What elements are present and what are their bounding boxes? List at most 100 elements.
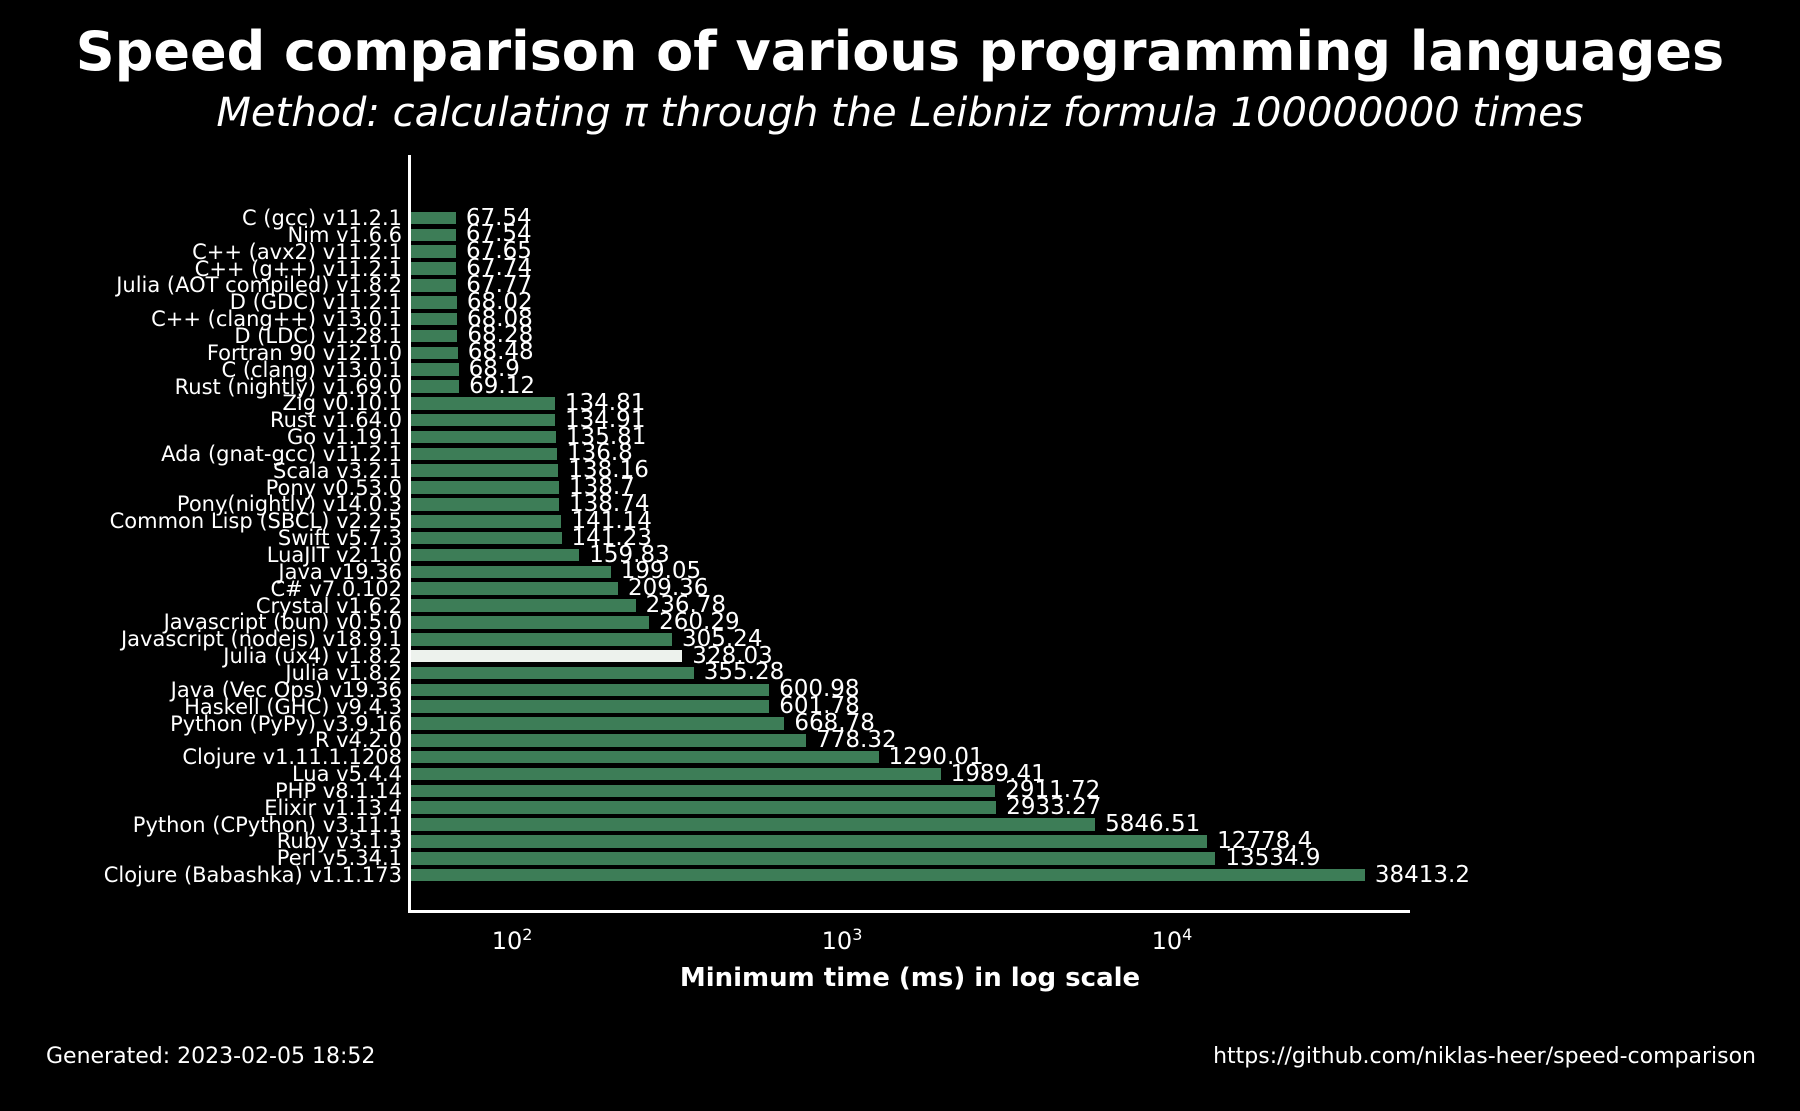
category-label: Elixir v1.13.4 (264, 795, 402, 820)
value-label: 134.81 (564, 389, 646, 416)
bar (411, 818, 1096, 831)
value-label: 305.24 (681, 625, 763, 652)
value-label: 138.7 (568, 474, 635, 501)
bar (411, 413, 555, 427)
bar (411, 498, 559, 511)
x-tick-label: 102 (491, 925, 533, 955)
x-axis-line (408, 910, 1410, 913)
category-label: Python (PyPy) v3.9.16 (170, 711, 402, 736)
category-label: Julia (AOT compiled) v1.8.2 (116, 273, 402, 298)
category-label: Common Lisp (SBCL) v2.2.5 (109, 509, 402, 534)
value-label: 134.91 (564, 406, 646, 433)
value-label: 141.14 (571, 507, 652, 534)
value-label: 135.81 (565, 423, 647, 450)
value-label: 159.83 (589, 541, 670, 568)
category-label: D (GDC) v11.2.1 (229, 290, 402, 315)
bar (411, 632, 672, 646)
bar (411, 363, 459, 376)
value-label: 12778.4 (1217, 827, 1313, 854)
bar (411, 565, 611, 579)
value-label: 67.65 (466, 238, 532, 265)
bar (411, 666, 694, 680)
category-label: Clojure v1.11.1.1208 (182, 745, 402, 770)
value-label: 68.48 (467, 339, 534, 366)
value-label: 67.54 (465, 204, 532, 231)
bar (411, 430, 556, 444)
category-label: D (LDC) v1.28.1 (234, 323, 402, 348)
bar (411, 784, 996, 798)
value-label: 236.78 (645, 592, 727, 619)
category-label: Go v1.19.1 (286, 425, 402, 450)
chart-title: Speed comparison of various programming … (75, 20, 1725, 83)
value-label: 355.28 (703, 659, 785, 686)
value-label: 141.23 (571, 524, 653, 551)
value-label: 209.36 (627, 575, 709, 602)
x-tick-label: 104 (1151, 925, 1193, 955)
bar (411, 683, 770, 697)
bar (411, 750, 879, 764)
value-label: 38413.2 (1374, 861, 1470, 888)
y-axis-line (408, 155, 411, 913)
value-label: 600.98 (779, 676, 860, 703)
bar (411, 548, 580, 562)
bar (411, 582, 618, 595)
bar (411, 262, 457, 275)
source-url: https://github.com/niklas-heer/speed-com… (1213, 1044, 1756, 1069)
generated-timestamp: Generated: 2023-02-05 18:52 (46, 1044, 376, 1069)
value-label: 68.9 (468, 356, 520, 383)
x-tick-label: 103 (821, 925, 863, 955)
value-label: 260.29 (659, 608, 740, 635)
category-label: Julia v1.8.2 (285, 660, 402, 685)
value-label: 199.05 (620, 558, 702, 585)
category-label: Ruby v3.1.3 (276, 829, 402, 854)
category-label: Haskell (GHC) v9.4.3 (184, 694, 402, 719)
bar (411, 868, 1365, 882)
category-label: Pony(nightly) v14.0.3 (176, 492, 402, 517)
category-label: C++ (clang++) v13.0.1 (151, 307, 402, 332)
category-label: Java v19.36 (278, 559, 402, 584)
x-axis-label: Minimum time (ms) in log scale (679, 963, 1141, 993)
value-label: 67.77 (466, 271, 533, 298)
category-label: Nim v1.6.6 (287, 222, 402, 247)
category-label: C++ (avx2) v11.2.1 (192, 239, 402, 264)
bar (411, 380, 460, 393)
category-label: R v4.2.0 (314, 728, 402, 753)
bar (411, 211, 456, 225)
category-label: Java (Vec Ops) v19.36 (170, 677, 402, 702)
bar (411, 717, 785, 730)
category-label: Crystal v1.6.2 (255, 593, 402, 618)
category-label: Rust (nightly) v1.69.0 (174, 374, 402, 399)
bar-highlighted (411, 649, 683, 663)
bar (411, 329, 458, 343)
bar (411, 346, 458, 360)
value-label: 69.12 (469, 373, 535, 399)
bar (411, 312, 457, 326)
value-label: 138.16 (568, 457, 649, 484)
value-label: 328.03 (692, 642, 773, 669)
category-label: Lua v5.4.4 (291, 762, 402, 787)
value-label: 67.74 (466, 255, 533, 282)
category-label: Julia (ux4) v1.8.2 (223, 644, 402, 669)
bar (411, 515, 562, 528)
bar (411, 767, 941, 781)
value-label: 1989.41 (950, 760, 1046, 787)
bar (411, 295, 457, 309)
category-label: Swift v5.7.3 (277, 526, 402, 551)
bar (411, 228, 456, 242)
category-label: Rust v1.64.0 (269, 408, 402, 433)
category-label: C (gcc) v11.2.1 (241, 206, 402, 230)
category-label: PHP v8.1.14 (274, 778, 402, 803)
category-label: C++ (g++) v11.2.1 (194, 256, 402, 281)
value-label: 13534.9 (1225, 844, 1321, 871)
bar (411, 531, 562, 545)
category-label: Zig v0.10.1 (282, 391, 402, 416)
value-label: 778.32 (816, 726, 897, 753)
bar (411, 852, 1216, 865)
bar (411, 279, 457, 292)
category-label: LuaJIT v2.1.0 (266, 543, 402, 567)
value-label: 68.28 (467, 322, 534, 349)
value-label: 668.78 (794, 710, 875, 736)
bar (411, 700, 770, 713)
bar (411, 245, 457, 258)
